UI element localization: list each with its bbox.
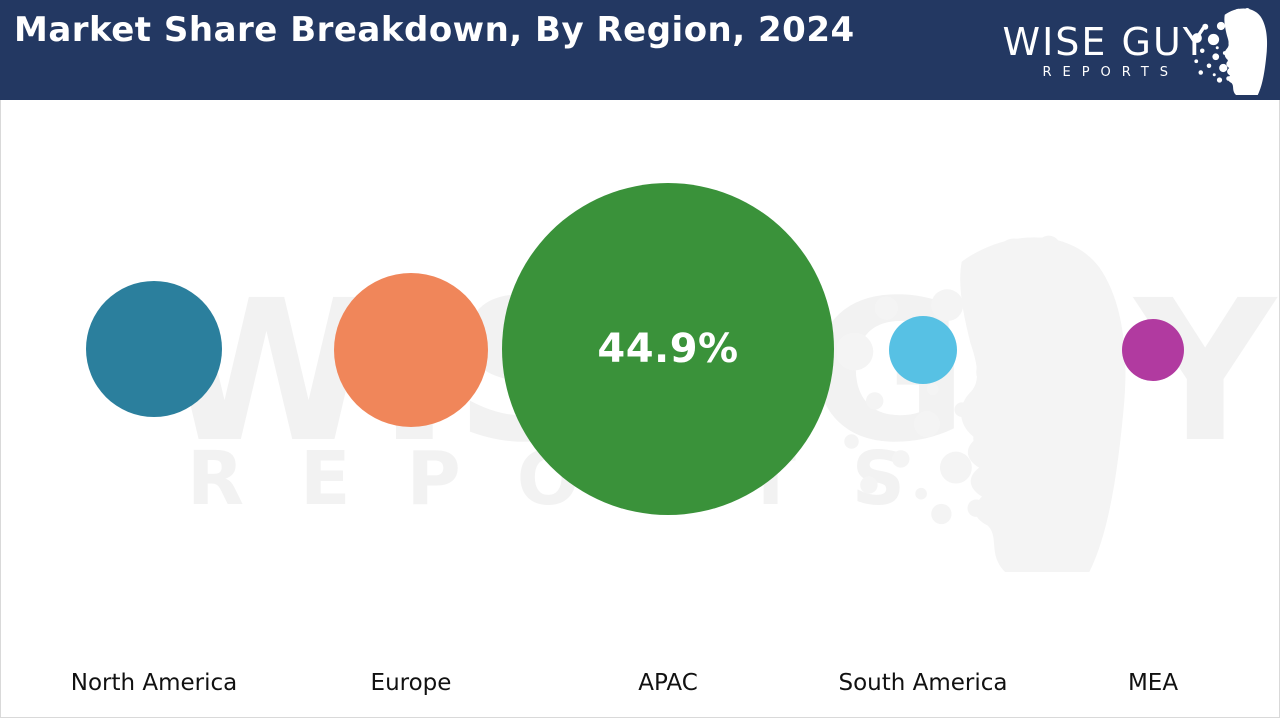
- category-label-mea: MEA: [1127, 670, 1179, 696]
- category-label-south-america: South America: [838, 670, 1008, 696]
- logo-subtitle: REPORTS: [1042, 65, 1180, 80]
- bubble-value-label: 44.9%: [597, 326, 739, 372]
- wise-guy-logo: WISE GUY REPORTS: [1003, 4, 1268, 96]
- watermark-face-dots-icon: [837, 235, 1126, 572]
- logo-text: WISE GUY REPORTS: [1003, 20, 1208, 80]
- bubble-north-america[interactable]: [86, 281, 222, 417]
- bubble-south-america[interactable]: [889, 316, 957, 384]
- logo-wordmark: WISE GUY: [1002, 20, 1208, 64]
- bubble-chart: WISE GUY REPORTS North AmericaEurope44.9…: [0, 100, 1280, 718]
- category-label-apac: APAC: [638, 670, 698, 696]
- header-bar: Market Share Breakdown, By Region, 2024 …: [0, 0, 1280, 100]
- bubble-mea[interactable]: [1122, 319, 1184, 381]
- bubble-apac[interactable]: 44.9%: [502, 183, 834, 515]
- category-label-north-america: North America: [70, 670, 238, 696]
- bubble-europe[interactable]: [334, 273, 488, 427]
- category-label-europe: Europe: [370, 670, 452, 696]
- page-title: Market Share Breakdown, By Region, 2024: [14, 10, 855, 50]
